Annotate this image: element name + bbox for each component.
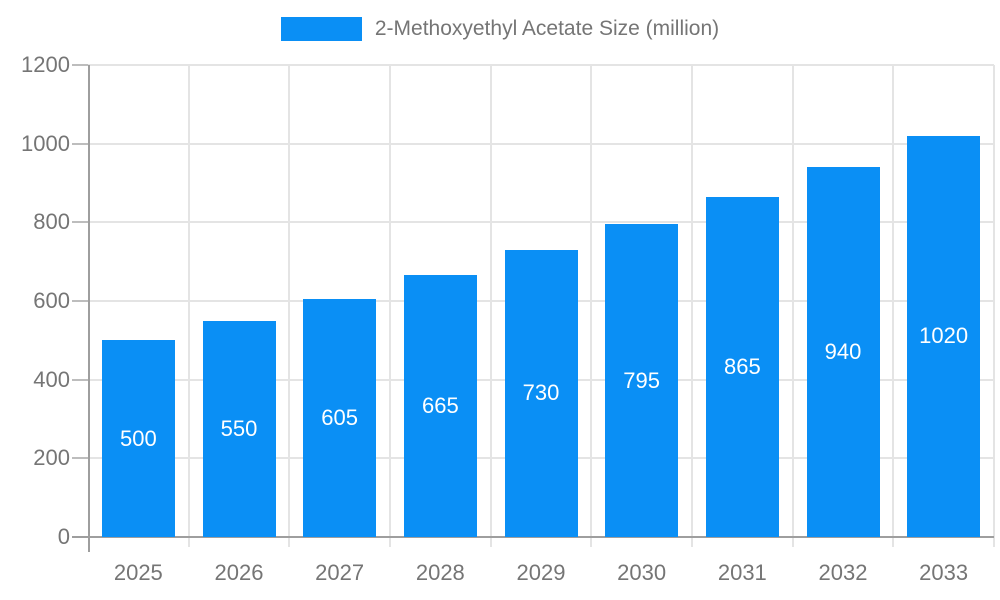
x-tick-label-2031: 2031 <box>717 560 767 585</box>
y-tick-mark-600 <box>72 300 88 302</box>
x-tick-label-2025: 2025 <box>113 560 163 585</box>
bar-value-label-2027: 605 <box>321 405 359 430</box>
x-tick-label-2033: 2033 <box>919 560 969 585</box>
bar-value-label-2025: 500 <box>119 425 157 451</box>
legend-label: 2-Methoxyethyl Acetate Size (million) <box>374 17 720 40</box>
x-tick-label-2032: 2032 <box>818 560 868 585</box>
bar-2029: 730 <box>504 249 578 537</box>
bar-2027: 605 <box>303 299 377 537</box>
bar-value-label-2033: 1020 <box>919 323 969 349</box>
bar-value-label-2029: 730 <box>522 380 560 406</box>
bar-2033: 1020 <box>907 135 981 537</box>
gridline-h-1000 <box>88 142 994 145</box>
y-tick-label-600: 600 <box>33 288 70 313</box>
y-tick-label-0: 0 <box>57 524 70 549</box>
bar-2030: 795 <box>605 224 679 537</box>
bar-2025: 500 <box>101 340 175 537</box>
gridline-v-4 <box>489 65 492 547</box>
y-tick-label-200: 200 <box>33 445 70 471</box>
y-tick-mark-800 <box>72 221 88 224</box>
x-tick-label-2029: 2029 <box>516 560 566 585</box>
y-tick-label-1000: 1000 <box>21 130 70 156</box>
gridline-h-800 <box>88 221 994 224</box>
bar-value-label-2030: 795 <box>623 367 661 393</box>
y-tick-mark-1200 <box>72 64 88 66</box>
bar-value-label-2026: 550 <box>220 415 258 441</box>
gridline-v-5 <box>590 65 593 547</box>
bar-2031: 865 <box>705 196 779 537</box>
gridline-v-1 <box>187 65 190 547</box>
y-tick-mark-400 <box>72 378 88 381</box>
bar-value-label-2032: 940 <box>824 339 862 365</box>
bar-2026: 550 <box>202 320 276 537</box>
x-tick-label-2030: 2030 <box>617 560 667 585</box>
gridline-h-1200 <box>88 64 994 66</box>
gridline-v-2 <box>288 65 291 547</box>
gridline-v-7 <box>791 65 794 547</box>
y-tick-mark-1000 <box>72 142 88 145</box>
y-axis-line <box>88 65 90 552</box>
bar-value-label-2031: 865 <box>723 353 761 379</box>
x-tick-label-2028: 2028 <box>415 560 465 585</box>
y-tick-label-400: 400 <box>33 366 70 392</box>
bar-2028: 665 <box>403 275 477 537</box>
x-tick-label-2027: 2027 <box>315 560 365 585</box>
chart-legend: 2-Methoxyethyl Acetate Size (million) <box>0 17 1000 41</box>
bar-2032: 940 <box>806 167 880 537</box>
gridline-v-6 <box>691 65 693 547</box>
x-tick-label-2026: 2026 <box>214 560 264 585</box>
gridline-v-9 <box>993 65 995 547</box>
gridline-v-3 <box>389 65 391 547</box>
y-tick-mark-200 <box>72 457 88 460</box>
legend-swatch <box>280 17 362 41</box>
gridline-v-8 <box>892 65 895 547</box>
bar-value-label-2028: 665 <box>421 393 459 419</box>
x-axis-line <box>72 536 994 538</box>
y-tick-label-1200: 1200 <box>21 52 70 77</box>
y-tick-label-800: 800 <box>33 209 70 235</box>
